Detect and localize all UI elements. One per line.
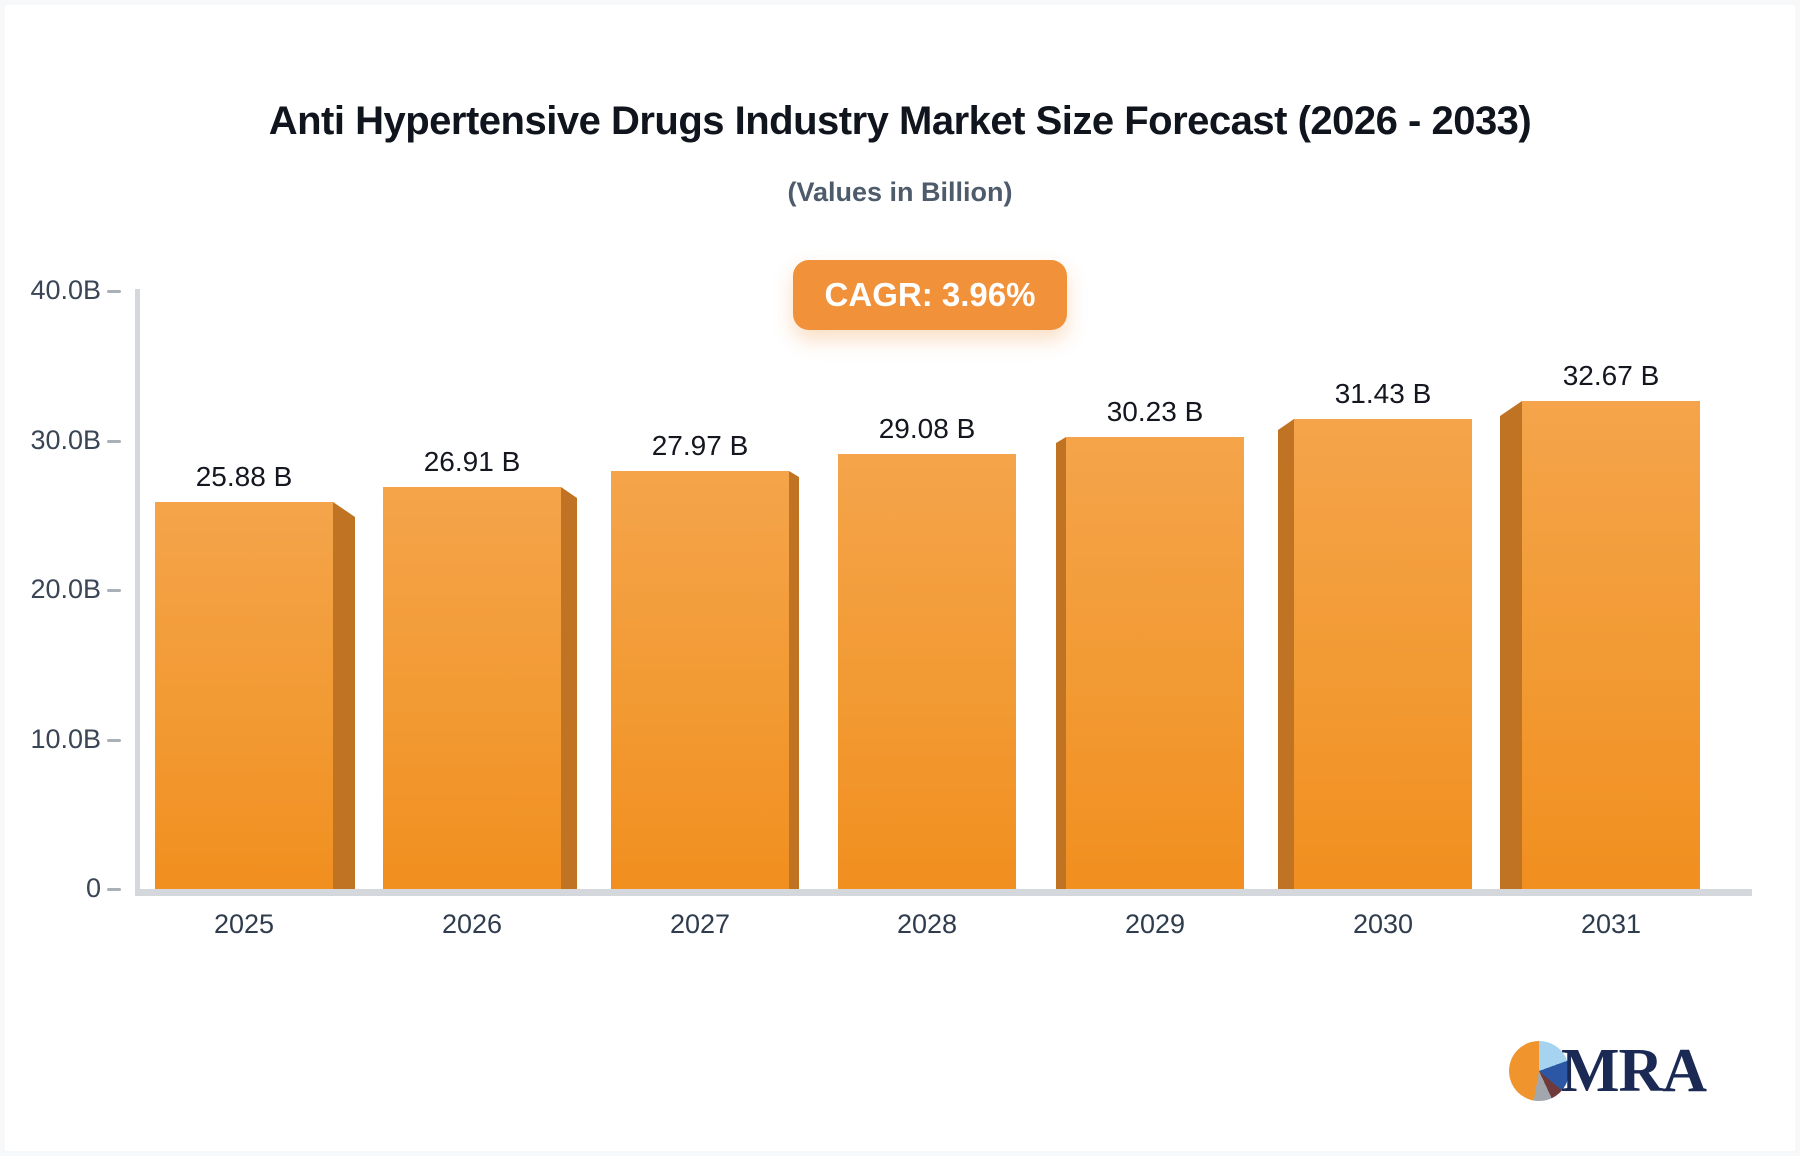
y-tick-label: 10.0B	[30, 724, 101, 754]
y-axis-line	[135, 289, 140, 896]
x-axis-line	[135, 889, 1752, 896]
bar-side-face	[561, 487, 577, 889]
bar-chart-plot-area: 0 10.0B 20.0B 30.0B 40.0B 25.88 B 2025 26.91 B 2…	[5, 5, 1795, 1151]
cagr-badge-label: CAGR: 3.96%	[824, 276, 1036, 313]
bar-2031[interactable]	[1500, 401, 1700, 889]
bar-front-face	[1294, 419, 1472, 889]
logo-text: MRA	[1561, 1037, 1707, 1105]
bar-value-label: 30.23 B	[1106, 396, 1204, 427]
bar-2029[interactable]	[1056, 437, 1244, 889]
y-tick-label: 20.0B	[30, 574, 101, 604]
pie-chart-logo-icon	[1509, 1041, 1569, 1101]
y-tick	[107, 290, 121, 293]
x-tick-label: 2029	[1124, 909, 1186, 939]
bar-value-label: 27.97 B	[651, 430, 749, 461]
bar-side-face	[1500, 401, 1522, 889]
bar-value-label: 29.08 B	[878, 413, 976, 444]
bar-value-label: 32.67 B	[1562, 360, 1660, 391]
y-tick	[107, 739, 121, 742]
bar-side-face	[1278, 419, 1294, 889]
chart-subtitle: (Values in Billion)	[787, 177, 1013, 207]
bar-side-face	[789, 471, 799, 889]
mra-logo: MRA	[1509, 1037, 1707, 1105]
x-tick-label: 2027	[669, 909, 731, 939]
bar-front-face	[611, 471, 789, 889]
bar-2026[interactable]	[383, 487, 577, 889]
y-tick-label: 0	[85, 873, 101, 903]
x-tick-label: 2031	[1580, 909, 1642, 939]
x-tick-label: 2025	[213, 909, 275, 939]
bar-side-face	[1056, 437, 1066, 889]
bar-2027[interactable]	[611, 471, 799, 889]
bar-value-label: 26.91 B	[423, 446, 521, 477]
bar-2025[interactable]	[155, 502, 355, 889]
y-tick	[107, 589, 121, 592]
x-tick-label: 2026	[441, 909, 503, 939]
bar-front-face	[1066, 437, 1244, 889]
y-tick	[107, 440, 121, 443]
x-tick-label: 2028	[896, 909, 958, 939]
bar-2028[interactable]	[838, 454, 1016, 889]
y-tick	[107, 888, 121, 891]
y-tick-label: 40.0B	[30, 275, 101, 305]
bar-value-label: 31.43 B	[1334, 378, 1432, 409]
chart-title: Anti Hypertensive Drugs Industry Market …	[268, 99, 1532, 143]
bar-front-face	[838, 454, 1016, 889]
bar-side-face	[333, 502, 355, 889]
bar-front-face	[1522, 401, 1700, 889]
x-tick-label: 2030	[1352, 909, 1414, 939]
y-tick-label: 30.0B	[30, 425, 101, 455]
bar-front-face	[155, 502, 333, 889]
bar-value-label: 25.88 B	[195, 461, 293, 492]
cagr-badge: CAGR: 3.96%	[793, 260, 1067, 330]
bar-2030[interactable]	[1278, 419, 1472, 889]
bar-front-face	[383, 487, 561, 889]
